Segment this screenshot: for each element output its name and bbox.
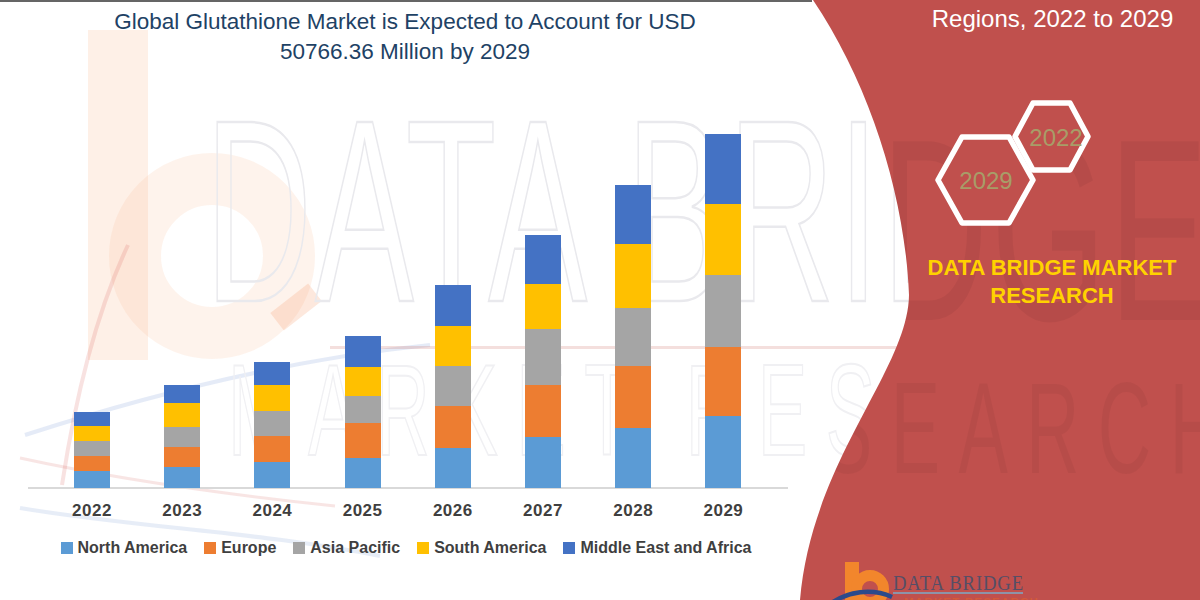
legend-item-europe: Europe [204,539,276,557]
bar-segment-2028-middle-east-and-africa [615,185,651,244]
x-axis-label-2024: 2024 [252,501,292,521]
legend-swatch [563,542,575,554]
bar-segment-2022-europe [74,456,110,471]
bar-segment-2028-north-america [615,428,651,488]
legend-item-asia-pacific: Asia Pacific [293,539,400,557]
bar-segment-2027-middle-east-and-africa [525,235,561,283]
bar-segment-2024-asia-pacific [254,411,290,436]
bar-segment-2023-middle-east-and-africa [164,385,200,403]
bar-segment-2024-europe [254,436,290,462]
bar-segment-2023-asia-pacific [164,427,200,447]
bar-segment-2027-asia-pacific [525,329,561,385]
bar-segment-2028-asia-pacific [615,308,651,366]
banner-brand-text: DATA BRIDGE MARKET RESEARCH [902,254,1200,310]
x-axis-label-2028: 2028 [613,501,653,521]
bar-segment-2028-europe [615,366,651,428]
bar-segment-2024-south-america [254,385,290,412]
bar-segment-2025-europe [345,423,381,458]
legend-label: Europe [221,539,276,557]
bar-segment-2026-asia-pacific [435,366,471,406]
bar-segment-2022-middle-east-and-africa [74,412,110,427]
x-axis-label-2027: 2027 [523,501,563,521]
bar-segment-2025-middle-east-and-africa [345,336,381,367]
bar-segment-2028-south-america [615,244,651,308]
legend-item-north-america: North America [61,539,188,557]
bar-segment-2023-europe [164,447,200,467]
bar-segment-2029-europe [705,347,741,415]
footer-sub-text: MARKET RESEARCH [904,596,1039,600]
legend-swatch [204,542,216,554]
x-axis-label-2023: 2023 [162,501,202,521]
bar-segment-2023-south-america [164,403,200,427]
bar-segment-2026-europe [435,406,471,448]
bar-segment-2025-north-america [345,458,381,488]
legend-swatch [293,542,305,554]
bar-segment-2027-europe [525,385,561,437]
chart-legend: North America Europe Asia Pacific South Ame… [25,539,787,557]
bar-segment-2026-middle-east-and-africa [435,285,471,326]
bar-segment-2029-south-america [705,204,741,275]
bar-segment-2022-asia-pacific [74,441,110,456]
bar-segment-2024-north-america [254,462,290,488]
legend-swatch [61,542,73,554]
x-axis-label-2022: 2022 [72,501,112,521]
legend-item-south-america: South America [417,539,546,557]
bar-segment-2027-south-america [525,284,561,329]
bar-segment-2025-asia-pacific [345,396,381,423]
banner-regions-label: Regions, 2022 to 2029 [880,5,1200,33]
bar-segment-2022-south-america [74,426,110,441]
bar-segment-2029-north-america [705,416,741,488]
x-axis-line [28,487,788,489]
legend-label: North America [78,539,188,557]
bar-segment-2029-asia-pacific [705,275,741,348]
x-axis-label-2029: 2029 [703,501,743,521]
bar-segment-2029-middle-east-and-africa [705,134,741,204]
bar-segment-2023-north-america [164,467,200,488]
legend-label: South America [434,539,546,557]
bar-segment-2027-north-america [525,437,561,488]
bar-segment-2026-north-america [435,448,471,488]
x-axis-label-2025: 2025 [343,501,383,521]
legend-label: Asia Pacific [310,539,400,557]
bar-segment-2025-south-america [345,367,381,396]
legend-swatch [417,542,429,554]
footer-brand-underline [893,592,1023,594]
bar-segment-2026-south-america [435,326,471,365]
bar-segment-2022-north-america [74,471,110,488]
top-border [0,0,812,2]
bar-segment-2024-middle-east-and-africa [254,362,290,385]
legend-item-middle-east-and-africa: Middle East and Africa [563,539,751,557]
x-axis-label-2026: 2026 [433,501,473,521]
legend-label: Middle East and Africa [580,539,751,557]
